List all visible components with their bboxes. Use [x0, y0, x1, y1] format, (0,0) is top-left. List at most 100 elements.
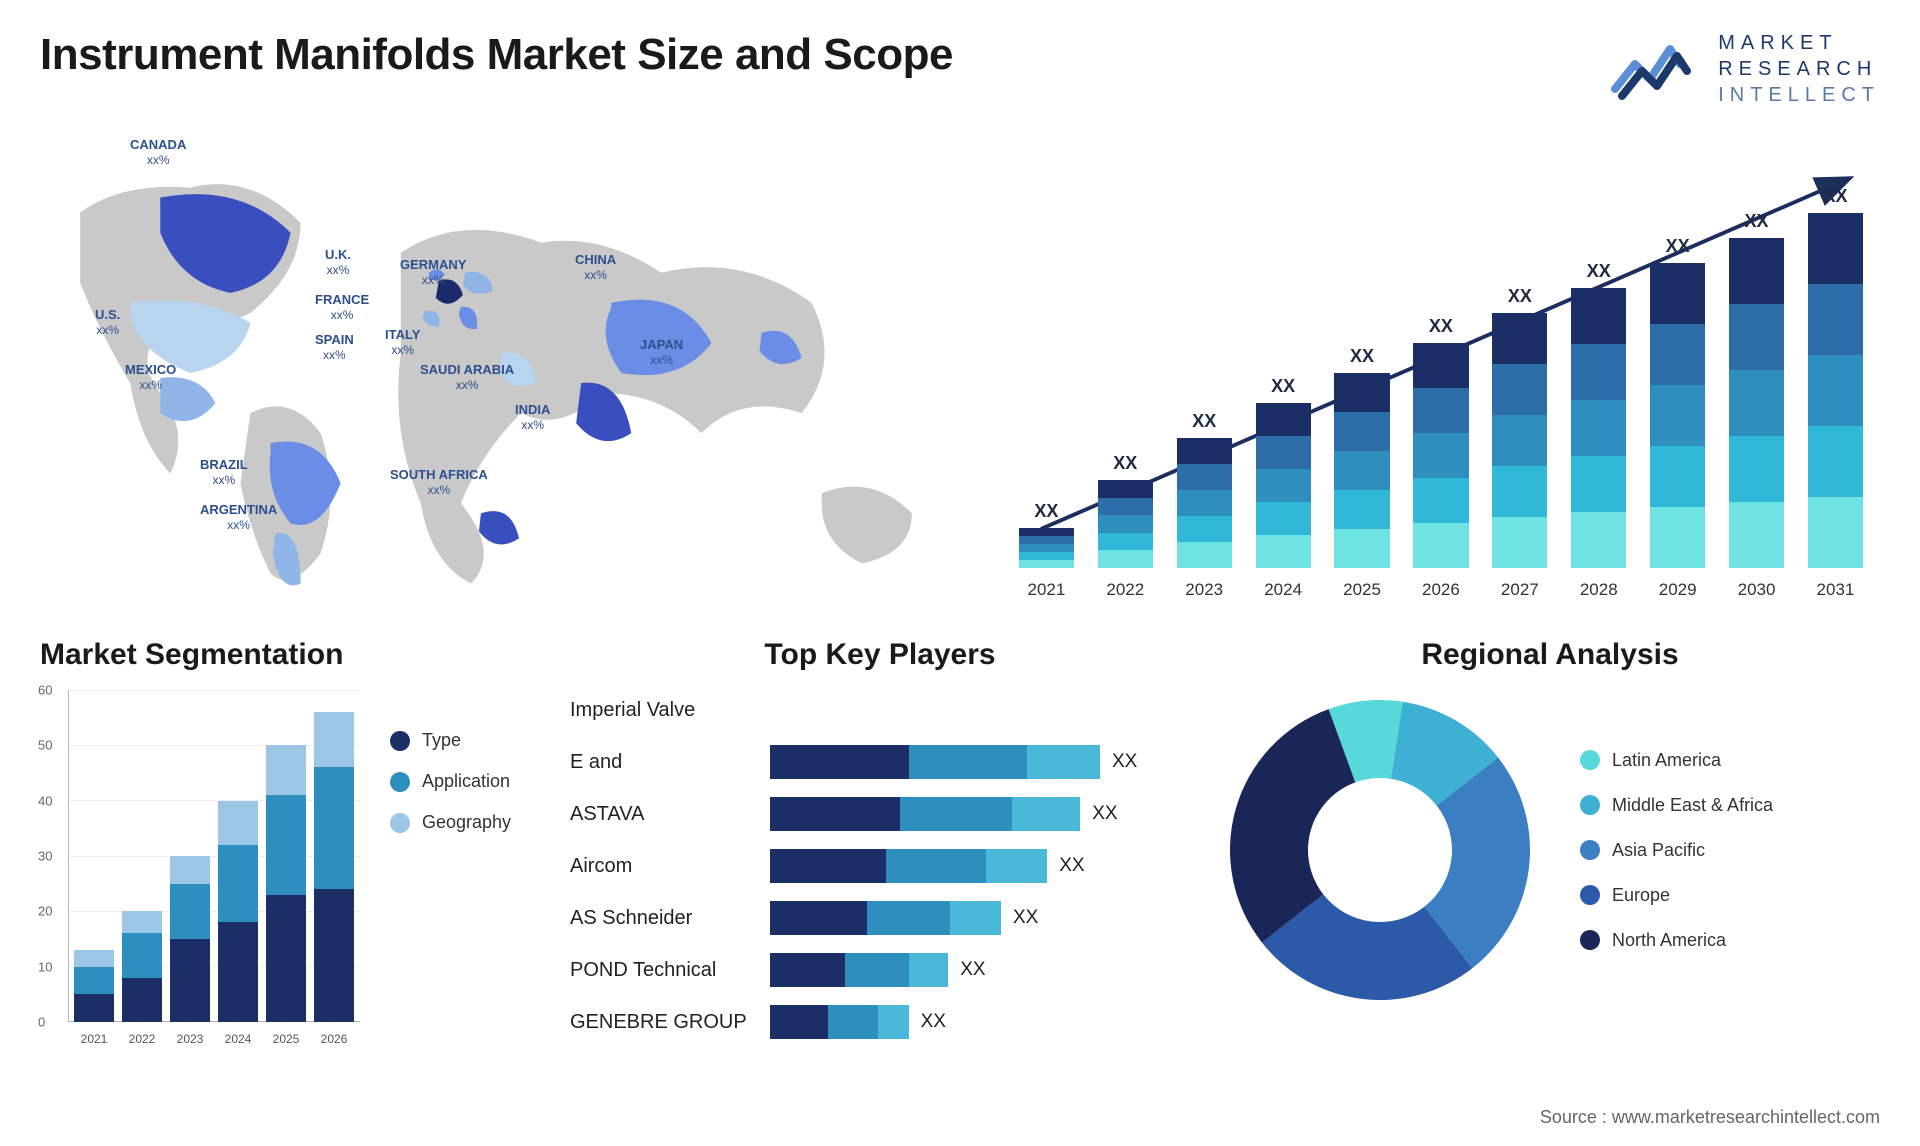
growth-year-label: 2025: [1328, 580, 1397, 600]
growth-bar-value: XX: [1034, 501, 1058, 522]
segmentation-title: Market Segmentation: [40, 638, 540, 672]
map-label-south-africa: SOUTH AFRICAxx%: [390, 468, 488, 498]
region-legend-item: Latin America: [1580, 750, 1773, 771]
seg-bar-segment: [74, 994, 114, 1022]
player-name: E and: [570, 751, 770, 774]
map-label-saudi-arabia: SAUDI ARABIAxx%: [420, 363, 514, 393]
player-name: GENEBRE GROUP: [570, 1011, 770, 1034]
map-label-china: CHINAxx%: [575, 253, 616, 283]
player-bar-segment: [1012, 797, 1080, 831]
player-bar-segment: [1027, 745, 1100, 779]
region-legend-item: North America: [1580, 930, 1773, 951]
growth-bar-2021: XX: [1012, 501, 1081, 568]
seg-ytick: 10: [38, 959, 52, 974]
growth-bar-segment: [1413, 523, 1468, 568]
player-value: XX: [1112, 751, 1137, 773]
growth-bar-segment: [1650, 446, 1705, 507]
seg-year-label: 2024: [218, 1032, 258, 1046]
growth-bar-segment: [1650, 507, 1705, 568]
player-bar-segment: [828, 1005, 878, 1039]
growth-bar-value: XX: [1508, 286, 1532, 307]
page-title: Instrument Manifolds Market Size and Sco…: [40, 30, 953, 80]
regional-title: Regional Analysis: [1220, 638, 1880, 672]
player-bar: [770, 953, 948, 987]
growth-year-label: 2024: [1249, 580, 1318, 600]
growth-bar-2024: XX: [1249, 376, 1318, 568]
growth-bar-segment: [1571, 288, 1626, 344]
regional-legend: Latin AmericaMiddle East & AfricaAsia Pa…: [1580, 750, 1773, 951]
seg-bar-segment: [218, 845, 258, 922]
legend-label: Middle East & Africa: [1612, 795, 1773, 816]
map-label-mexico: MEXICOxx%: [125, 363, 176, 393]
legend-label: Application: [422, 771, 510, 792]
growth-year-label: 2023: [1170, 580, 1239, 600]
player-name: Imperial Valve: [570, 699, 770, 722]
seg-bar-segment: [170, 939, 210, 1022]
seg-bar-segment: [74, 950, 114, 967]
seg-bar-segment: [314, 767, 354, 889]
seg-bar-segment: [218, 801, 258, 845]
seg-bar-2023: [170, 856, 210, 1022]
brand-line2: RESEARCH: [1718, 56, 1880, 82]
player-bar-segment: [770, 1005, 828, 1039]
growth-bar-segment: [1334, 529, 1389, 568]
seg-bar-segment: [266, 895, 306, 1022]
player-bar-segment: [909, 745, 1028, 779]
player-row: GENEBRE GROUP XX: [570, 1002, 1190, 1042]
seg-ytick: 60: [38, 683, 52, 698]
player-bar-segment: [909, 953, 948, 987]
player-row: Imperial Valve: [570, 690, 1190, 730]
player-value: XX: [921, 1011, 946, 1033]
growth-bar-segment: [1098, 533, 1153, 551]
player-bar: [770, 745, 1100, 779]
regional-donut-chart: [1220, 690, 1540, 1010]
seg-year-label: 2021: [74, 1032, 114, 1046]
growth-bar-segment: [1729, 238, 1784, 304]
player-value: XX: [1059, 855, 1084, 877]
growth-bar-segment: [1256, 535, 1311, 568]
legend-label: Type: [422, 730, 461, 751]
regional-panel: Regional Analysis Latin America Middle Ea…: [1220, 638, 1880, 1098]
player-bar-segment: [770, 849, 886, 883]
growth-bar-segment: [1729, 304, 1784, 370]
legend-label: North America: [1612, 930, 1726, 951]
legend-dot-icon: [1580, 795, 1600, 815]
growth-bar-value: XX: [1192, 411, 1216, 432]
growth-bar-2023: XX: [1170, 411, 1239, 568]
growth-bar-segment: [1571, 456, 1626, 512]
world-map-panel: CANADAxx%U.S.xx%MEXICOxx%BRAZILxx%ARGENT…: [40, 128, 962, 608]
legend-dot-icon: [390, 772, 410, 792]
legend-dot-icon: [390, 731, 410, 751]
growth-bar-segment: [1098, 480, 1153, 498]
player-bar-segment: [878, 1005, 908, 1039]
growth-bar-2025: XX: [1328, 346, 1397, 568]
map-label-spain: SPAINxx%: [315, 333, 354, 363]
growth-year-label: 2022: [1091, 580, 1160, 600]
player-row: E and XX: [570, 742, 1190, 782]
growth-bar-segment: [1808, 213, 1863, 284]
seg-bar-segment: [170, 856, 210, 884]
growth-bar-2022: XX: [1091, 453, 1160, 568]
growth-bar-segment: [1019, 560, 1074, 568]
legend-dot-icon: [1580, 930, 1600, 950]
growth-bar-segment: [1808, 497, 1863, 568]
legend-label: Geography: [422, 812, 511, 833]
growth-bar-segment: [1413, 343, 1468, 388]
bottom-row: Market Segmentation 0102030405060 202120…: [40, 638, 1880, 1098]
seg-ytick: 40: [38, 793, 52, 808]
growth-year-label: 2029: [1643, 580, 1712, 600]
segmentation-chart: 0102030405060 202120222023202420252026: [40, 690, 360, 1050]
growth-bar-segment: [1729, 436, 1784, 502]
growth-bar-segment: [1492, 517, 1547, 568]
seg-bar-segment: [74, 967, 114, 995]
player-bar: [770, 901, 1001, 935]
player-row: AircomXX: [570, 846, 1190, 886]
region-legend-item: Middle East & Africa: [1580, 795, 1773, 816]
seg-bar-segment: [314, 889, 354, 1022]
growth-bar-segment: [1650, 385, 1705, 446]
seg-year-label: 2022: [122, 1032, 162, 1046]
growth-bar-2030: XX: [1722, 211, 1791, 568]
growth-bar-value: XX: [1666, 236, 1690, 257]
player-bar-segment: [900, 797, 1012, 831]
growth-bar-segment: [1650, 324, 1705, 385]
